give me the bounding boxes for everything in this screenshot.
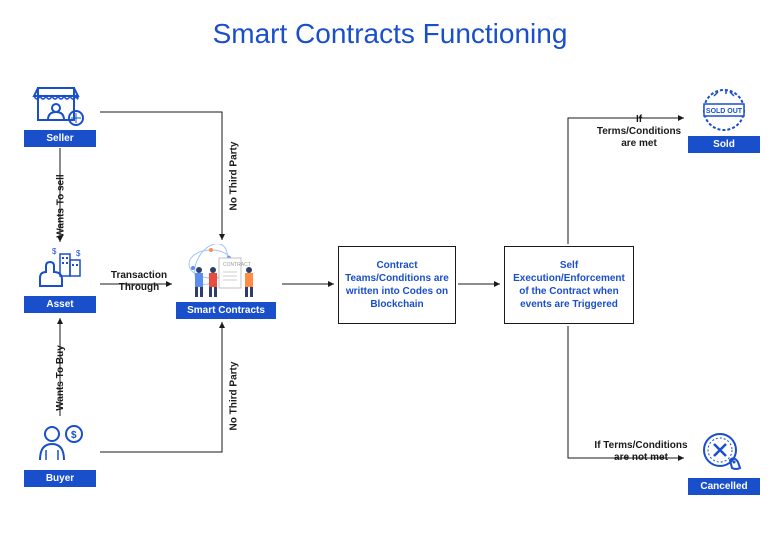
label-conditions-not-met: If Terms/Conditions are not met bbox=[594, 440, 688, 464]
svg-text:SOLD OUT: SOLD OUT bbox=[706, 108, 743, 115]
label-wants-buy: Wants To Buy bbox=[55, 345, 67, 411]
cancelled-label: Cancelled bbox=[688, 478, 760, 495]
svg-text:CONTRACT: CONTRACT bbox=[223, 262, 251, 268]
label-no-third-bottom: No Third Party bbox=[228, 362, 240, 431]
sold-label: Sold bbox=[688, 136, 760, 153]
label-transaction: Transaction Through bbox=[104, 270, 174, 294]
node-smart-contracts: CONTRACT Smart Contracts bbox=[176, 244, 276, 319]
box-self-exec: Self Execution/Enforcement of the Contra… bbox=[504, 246, 634, 324]
box-contract-codes: Contract Teams/Conditions are written in… bbox=[338, 246, 456, 324]
svg-text:$: $ bbox=[76, 249, 81, 258]
node-seller: Seller bbox=[24, 80, 96, 147]
buyer-label: Buyer bbox=[24, 470, 96, 487]
page-title: Smart Contracts Functioning bbox=[0, 0, 780, 50]
seller-label: Seller bbox=[24, 130, 96, 147]
seller-icon bbox=[32, 80, 88, 128]
node-cancelled: Cancelled bbox=[688, 428, 760, 495]
buyer-icon: $ bbox=[32, 420, 88, 468]
svg-text:$: $ bbox=[52, 247, 57, 256]
asset-icon: $ $ bbox=[32, 246, 88, 294]
svg-text:$: $ bbox=[71, 430, 77, 441]
label-conditions-met: If Terms/Conditions are met bbox=[594, 114, 684, 150]
smart-contracts-label: Smart Contracts bbox=[176, 302, 276, 319]
smart-contracts-icon: CONTRACT bbox=[181, 244, 271, 300]
node-asset: $ $ Asset bbox=[24, 246, 96, 313]
label-no-third-top: No Third Party bbox=[228, 142, 240, 211]
node-buyer: $ Buyer bbox=[24, 420, 96, 487]
asset-label: Asset bbox=[24, 296, 96, 313]
sold-icon: SOLD OUT bbox=[696, 86, 752, 134]
label-wants-sell: Wants To sell bbox=[56, 174, 68, 237]
node-sold: SOLD OUT Sold bbox=[688, 86, 760, 153]
cancelled-icon bbox=[696, 428, 752, 476]
